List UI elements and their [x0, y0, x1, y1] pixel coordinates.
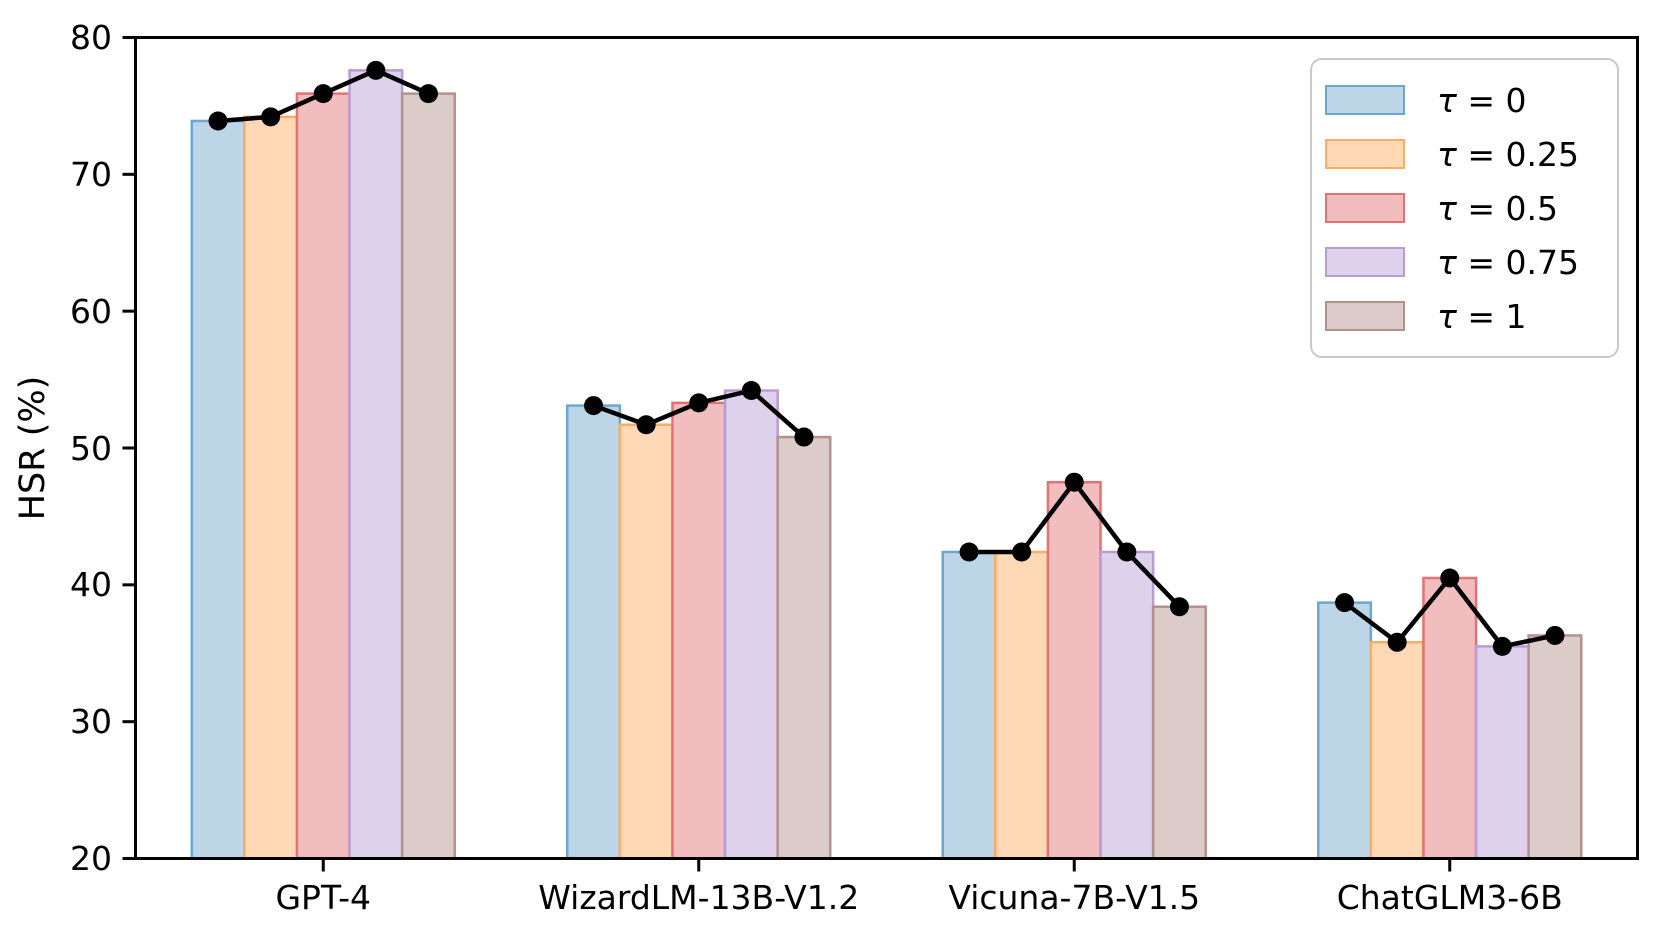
legend-label: τ = 0.75	[1437, 246, 1579, 279]
y-tick-label: 20	[70, 839, 112, 878]
bar	[243, 115, 299, 860]
legend-item: τ = 0.5	[1325, 182, 1597, 234]
legend-swatch	[1325, 139, 1405, 169]
legend-label: τ = 0.25	[1437, 138, 1579, 171]
bar	[1151, 605, 1208, 860]
data-point-marker	[1335, 593, 1355, 613]
data-point-marker	[1440, 568, 1460, 588]
bar	[723, 389, 779, 860]
x-category-label: WizardLM-13B-V1.2	[538, 877, 860, 917]
tau-symbol: τ	[1437, 296, 1457, 336]
x-category-label: GPT-4	[275, 877, 371, 917]
data-point-marker	[689, 393, 709, 413]
data-point-marker	[418, 84, 438, 104]
data-point-marker	[1117, 542, 1137, 562]
tau-symbol: τ	[1437, 80, 1457, 120]
legend-label-value: = 0	[1456, 80, 1527, 120]
tau-symbol: τ	[1437, 242, 1457, 282]
bar	[1527, 634, 1583, 860]
legend-label-value: = 0.75	[1456, 242, 1579, 282]
x-category-label: Vicuna-7B-V1.5	[948, 877, 1201, 917]
data-point-marker	[636, 415, 656, 435]
legend-swatch	[1325, 247, 1405, 277]
bar	[1422, 576, 1478, 860]
legend-label-value: = 0.25	[1456, 134, 1579, 174]
bar	[1099, 550, 1155, 860]
data-point-marker	[584, 396, 604, 416]
y-tick-label: 60	[70, 291, 112, 331]
data-point-marker	[1169, 597, 1189, 617]
bar	[1317, 601, 1373, 860]
bar	[566, 404, 622, 860]
bar	[776, 435, 832, 860]
tau-symbol: τ	[1437, 134, 1457, 174]
legend-swatch	[1325, 301, 1405, 331]
legend-swatch	[1325, 85, 1405, 115]
data-point-marker	[741, 381, 761, 401]
bar	[671, 401, 727, 860]
y-tick-label: 80	[70, 18, 112, 57]
bar	[941, 550, 997, 860]
legend-label: τ = 0.5	[1437, 192, 1558, 225]
axes-spines	[134, 36, 1639, 860]
legend-item: τ = 0.75	[1325, 236, 1597, 288]
legend-label-value: = 1	[1456, 296, 1527, 336]
y-tick-label: 70	[70, 154, 112, 194]
tau-symbol: τ	[1437, 188, 1457, 228]
bar	[618, 423, 674, 860]
data-point-marker	[794, 427, 814, 447]
data-point-marker	[208, 111, 228, 131]
bar	[400, 92, 456, 860]
y-tick-label: 50	[70, 428, 112, 468]
data-point-marker	[1545, 625, 1565, 645]
bar	[1046, 480, 1102, 860]
data-point-marker	[1064, 472, 1084, 492]
legend-swatch	[1325, 193, 1405, 223]
bar	[994, 550, 1050, 860]
legend-item: τ = 1	[1325, 290, 1597, 342]
legend-label: τ = 1	[1437, 300, 1527, 333]
data-point-marker	[313, 84, 333, 104]
legend-item: τ = 0.25	[1325, 128, 1597, 180]
bar	[348, 69, 404, 860]
bar	[1474, 645, 1530, 860]
legend-label-value: = 0.5	[1456, 188, 1558, 228]
data-point-marker	[959, 542, 979, 562]
legend-item: τ = 0	[1325, 74, 1597, 126]
bar	[295, 92, 351, 860]
bar	[190, 119, 246, 860]
x-category-label: ChatGLM3-6B	[1336, 877, 1563, 917]
data-point-marker	[1387, 632, 1407, 652]
y-tick-label: 30	[70, 702, 112, 742]
y-tick-label: 40	[70, 565, 112, 605]
data-point-marker	[366, 60, 386, 80]
legend-label: τ = 0	[1437, 84, 1527, 117]
data-point-marker	[1012, 542, 1032, 562]
data-point-marker	[1492, 636, 1512, 656]
data-point-marker	[261, 107, 281, 127]
bar	[1369, 641, 1425, 860]
